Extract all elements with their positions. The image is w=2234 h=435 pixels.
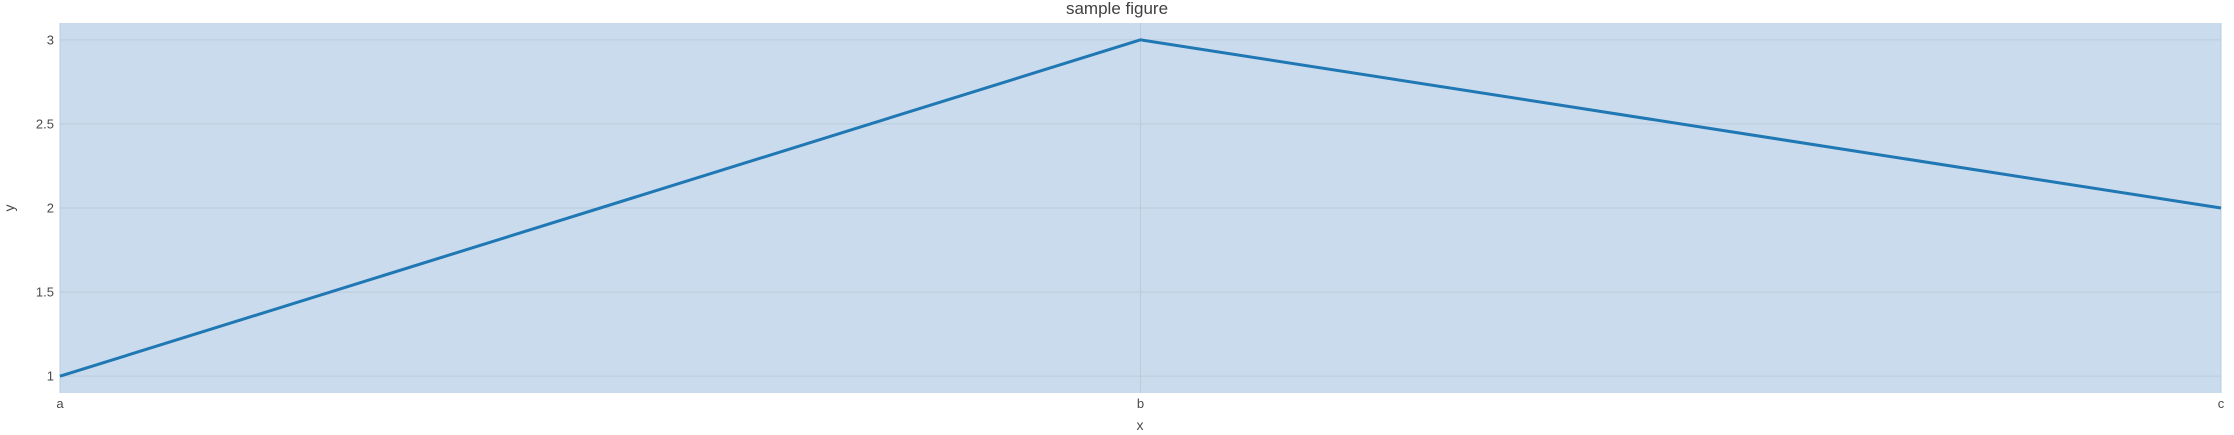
y-tick-labels: 1 1.5 2 2.5 3: [36, 32, 54, 383]
chart-title: sample figure: [1066, 0, 1168, 18]
x-tick-label: c: [2218, 396, 2225, 411]
y-tick-label: 1: [47, 369, 54, 384]
y-tick-label: 2.5: [36, 116, 54, 131]
x-tick-label: b: [1137, 396, 1144, 411]
y-tick-label: 1.5: [36, 285, 54, 300]
gridlines: [59, 23, 2222, 393]
x-axis-title: x: [1137, 417, 1144, 433]
y-tick-label: 2: [47, 201, 54, 216]
x-tick-labels: a b c: [56, 396, 2224, 411]
y-axis-title: y: [1, 205, 17, 212]
x-tick-label: a: [56, 396, 64, 411]
y-tick-label: 3: [47, 32, 54, 47]
line-series: [59, 38, 2222, 378]
